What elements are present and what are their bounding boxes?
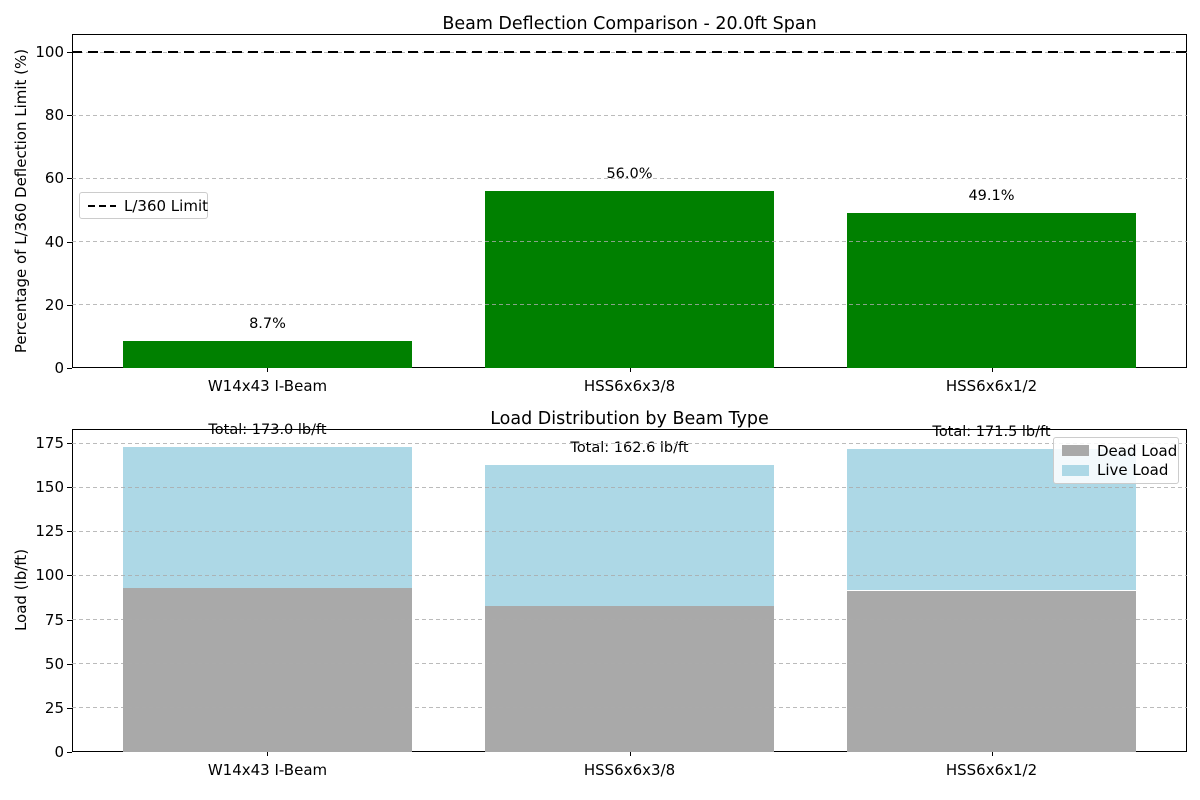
y-tick-label: 150	[35, 478, 64, 497]
y-tick-mark	[67, 487, 72, 489]
dead-load-swatch	[1062, 445, 1089, 457]
y-tick-mark	[67, 443, 72, 445]
y-tick-mark	[67, 663, 72, 665]
gridline-y	[72, 574, 1187, 576]
y-tick-mark	[67, 52, 72, 53]
bar-segment-dead-load-w14x43-i-beam	[122, 587, 413, 752]
y-tick-label: 175	[35, 434, 64, 453]
bar-value-label: 49.1%	[968, 187, 1015, 204]
bar-total-label: Total: 162.6 lb/ft	[570, 440, 689, 456]
gridline-y	[72, 442, 1187, 444]
legend-item: Live Load	[1062, 461, 1170, 479]
x-tick-label: W14x43 I-Beam	[207, 377, 328, 395]
y-tick-label: 60	[44, 169, 64, 188]
y-tick-mark	[67, 531, 72, 533]
x-tick-mark	[267, 368, 269, 372]
chart-title: Load Distribution by Beam Type	[490, 409, 769, 429]
y-tick-mark	[67, 619, 72, 621]
bar-value-label: 8.7%	[249, 315, 286, 332]
y-tick-mark	[67, 707, 72, 709]
legend-item: Dead Load	[1062, 442, 1177, 460]
bar-w14x43-i-beam	[122, 340, 413, 368]
y-tick-mark	[67, 178, 72, 180]
x-tick-mark	[991, 368, 993, 372]
y-tick-mark	[67, 241, 72, 243]
gridline-y	[72, 663, 1187, 665]
gridline-y	[72, 619, 1187, 621]
gridline-y	[72, 530, 1187, 532]
live-load-swatch	[1062, 464, 1089, 476]
y-tick-label: 50	[44, 654, 64, 673]
bar-segment-live-load-w14x43-i-beam	[122, 446, 413, 588]
y-tick-mark	[67, 575, 72, 577]
y-tick-label: 0	[54, 743, 64, 761]
bar-total-label: Total: 171.5 lb/ft	[932, 424, 1051, 441]
legend-item: L/360 Limit	[88, 197, 208, 215]
gridline-y	[72, 304, 1187, 306]
bar-value-label: 56.0%	[606, 166, 653, 183]
gridline-y	[72, 707, 1187, 709]
bar-segment-dead-load-hss6x6x1-2	[846, 590, 1137, 752]
y-tick-label: 100	[35, 566, 64, 585]
bar-hss6x6x1-2	[846, 212, 1137, 368]
y-tick-label: 80	[44, 106, 64, 125]
y-tick-mark	[67, 752, 72, 753]
x-tick-mark	[991, 752, 993, 756]
bar-hss6x6x3-8	[484, 191, 775, 368]
legend-label: Live Load	[1097, 461, 1169, 480]
legend-label: L/360 Limit	[124, 196, 208, 215]
legend: Dead Load Live Load	[1053, 437, 1179, 484]
bar-segment-dead-load-hss6x6x3-8	[484, 606, 775, 752]
x-tick-mark	[629, 368, 631, 372]
y-tick-label: 125	[35, 522, 64, 541]
y-tick-mark	[67, 115, 72, 117]
gridline-y	[72, 241, 1187, 243]
x-tick-mark	[629, 752, 631, 756]
chart-title: Beam Deflection Comparison - 20.0ft Span	[442, 14, 817, 34]
y-tick-mark	[67, 304, 72, 306]
y-tick-label: 75	[44, 610, 64, 629]
x-tick-label: W14x43 I-Beam	[207, 761, 328, 779]
x-tick-label: HSS6x6x3/8	[583, 761, 676, 779]
y-tick-label: 20	[44, 295, 64, 314]
x-tick-label: HSS6x6x3/8	[583, 377, 676, 395]
y-tick-label: 100	[35, 43, 64, 61]
x-tick-label: HSS6x6x1/2	[945, 761, 1038, 779]
dashed-line-marker	[88, 204, 116, 207]
bar-total-label: Total: 173.0 lb/ft	[208, 421, 327, 438]
gridline-y	[72, 486, 1187, 488]
x-tick-label: HSS6x6x1/2	[945, 377, 1038, 395]
y-tick-label: 40	[44, 232, 64, 251]
legend-label: Dead Load	[1097, 441, 1178, 460]
reference-line-l-360-limit	[72, 51, 1187, 53]
bar-segment-live-load-hss6x6x3-8	[484, 465, 775, 607]
y-tick-label: 25	[44, 698, 64, 717]
legend: L/360 Limit	[79, 192, 208, 219]
y-tick-label: 0	[54, 359, 64, 377]
x-tick-mark	[267, 752, 269, 756]
gridline-y	[72, 114, 1187, 116]
y-tick-mark	[67, 368, 72, 369]
gridline-y	[72, 177, 1187, 179]
